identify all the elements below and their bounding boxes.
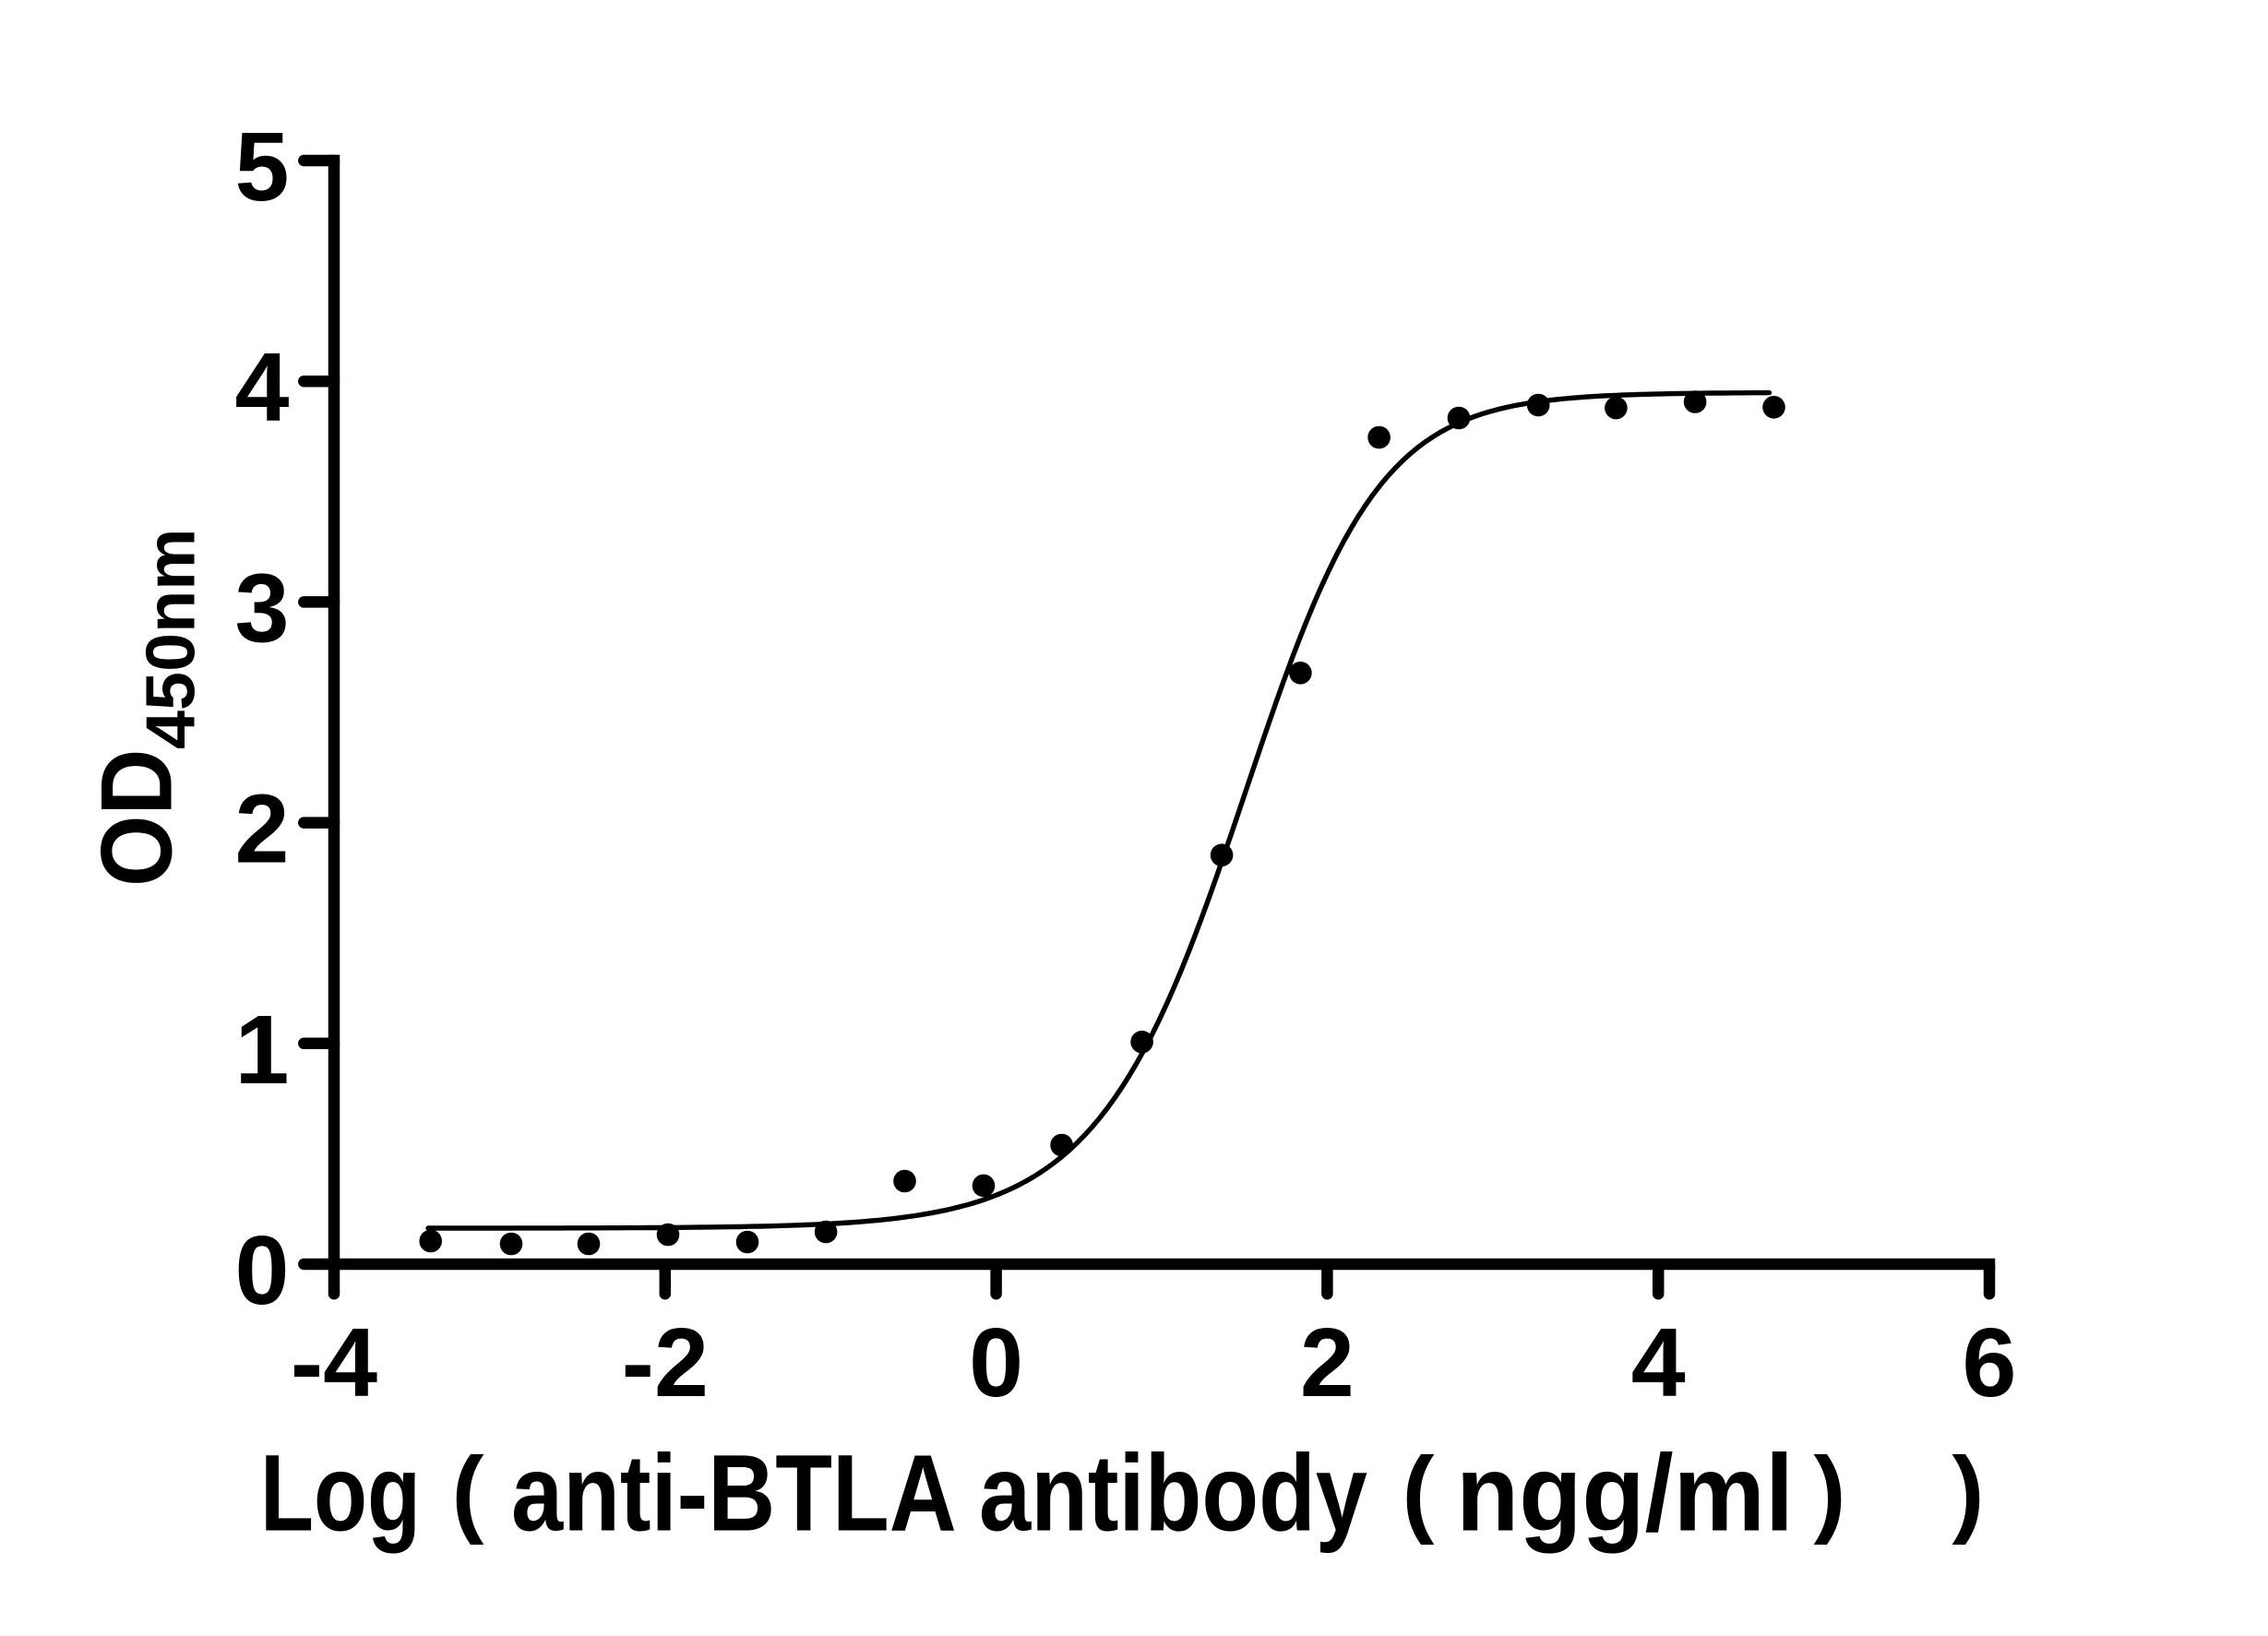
svg-text:450nm: 450nm xyxy=(133,528,210,749)
svg-text:): ) xyxy=(1814,1438,1846,1546)
svg-text:-4: -4 xyxy=(291,1308,377,1417)
svg-text:4: 4 xyxy=(1631,1308,1686,1417)
svg-text:Log: Log xyxy=(260,1433,421,1555)
svg-text:OD: OD xyxy=(80,749,194,888)
svg-text:3: 3 xyxy=(235,554,290,663)
svg-text:5: 5 xyxy=(235,113,290,221)
svg-text:6: 6 xyxy=(1963,1308,2017,1417)
svg-text:2: 2 xyxy=(1300,1308,1355,1417)
svg-text:0: 0 xyxy=(969,1308,1023,1417)
svg-text:anti-BTLA antibody: anti-BTLA antibody xyxy=(511,1433,1367,1555)
svg-text:4: 4 xyxy=(235,333,290,442)
svg-text:): ) xyxy=(1952,1438,1985,1546)
svg-text:0: 0 xyxy=(235,1216,290,1325)
svg-text:1: 1 xyxy=(235,996,290,1105)
svg-text:ngg/ml: ngg/ml xyxy=(1456,1433,1794,1555)
svg-text:2: 2 xyxy=(235,775,290,884)
svg-text:(: ( xyxy=(1403,1438,1435,1546)
svg-text:-2: -2 xyxy=(622,1308,709,1417)
svg-text:(: ( xyxy=(452,1438,484,1546)
